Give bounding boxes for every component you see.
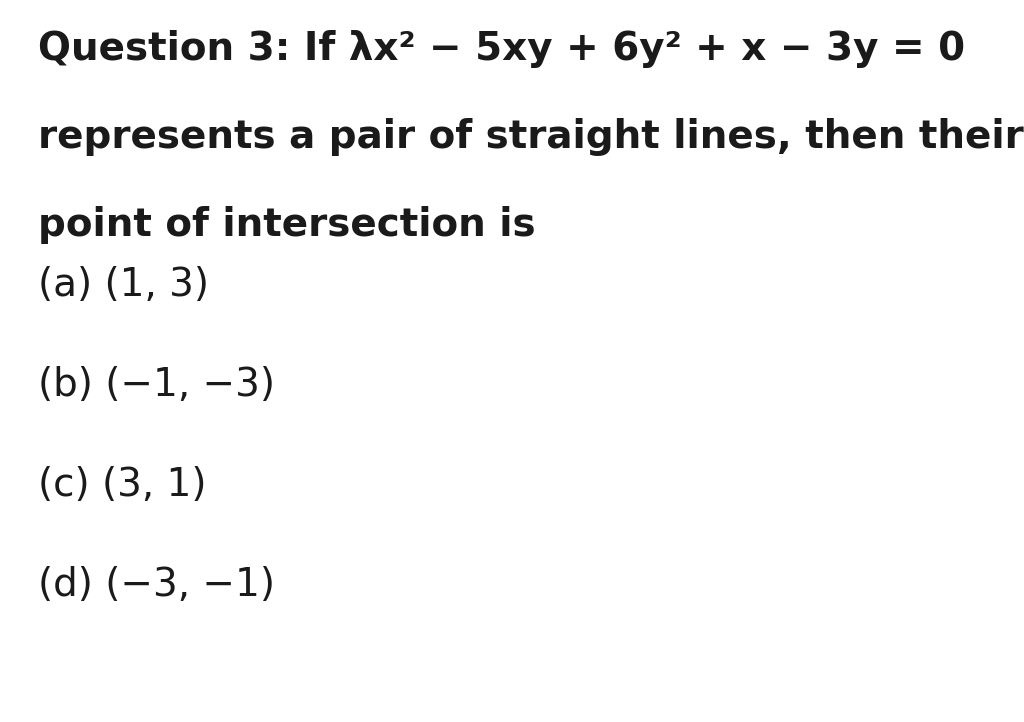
Text: (c) (3, 1): (c) (3, 1)	[38, 466, 207, 504]
Text: Question 3: If λx² − 5xy + 6y² + x − 3y = 0: Question 3: If λx² − 5xy + 6y² + x − 3y …	[38, 30, 966, 68]
Text: (d) (−3, −1): (d) (−3, −1)	[38, 566, 275, 604]
Text: (a) (1, 3): (a) (1, 3)	[38, 266, 209, 304]
Text: point of intersection is: point of intersection is	[38, 206, 536, 244]
Text: represents a pair of straight lines, then their: represents a pair of straight lines, the…	[38, 118, 1024, 156]
Text: (b) (−1, −3): (b) (−1, −3)	[38, 366, 275, 404]
